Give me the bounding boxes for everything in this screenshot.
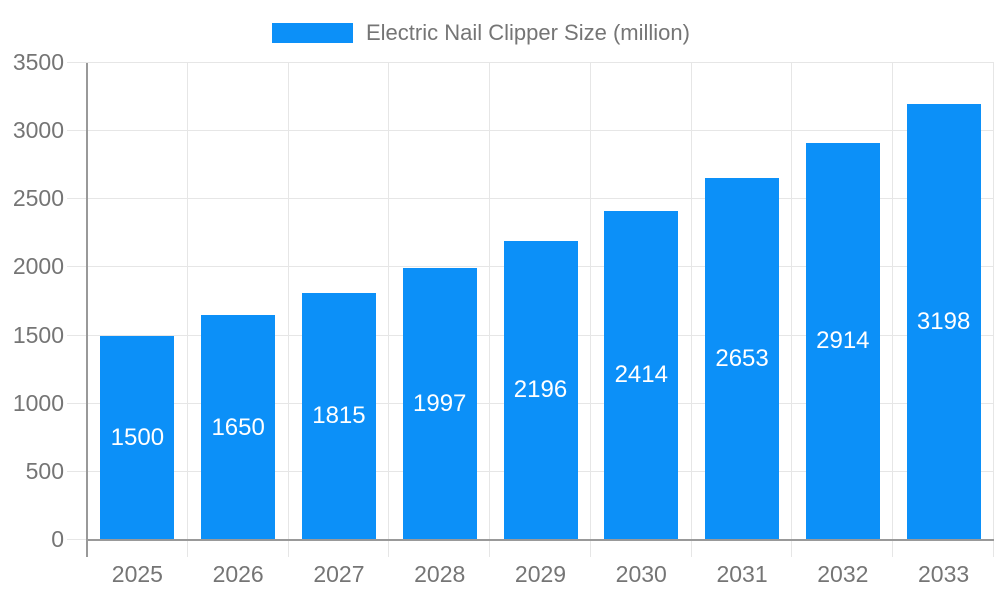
gridline-v	[388, 63, 390, 540]
y-tick	[67, 402, 87, 404]
y-tick-label: 2500	[12, 185, 64, 212]
legend[interactable]: Electric Nail Clipper Size (million)	[272, 20, 690, 46]
y-tick	[67, 266, 87, 268]
bar-value-label: 2414	[614, 361, 668, 389]
gridline-v	[287, 63, 289, 540]
gridline-v	[892, 63, 894, 540]
x-tick-label: 2028	[414, 561, 466, 587]
gridline-h	[87, 62, 994, 63]
bar-2028[interactable]: 1997	[402, 267, 477, 540]
x-tick	[892, 540, 894, 557]
x-tick-label: 2033	[918, 561, 970, 587]
y-tick-label: 500	[25, 457, 64, 484]
y-tick-label: 1000	[12, 389, 64, 416]
x-tick-label: 2031	[716, 561, 768, 587]
y-tick	[67, 130, 87, 132]
bar-2029[interactable]: 2196	[503, 240, 578, 540]
bar-2030[interactable]: 2414	[604, 211, 679, 540]
x-tick-label: 2025	[111, 561, 163, 587]
gridline-h	[87, 130, 994, 132]
x-tick-label: 2032	[817, 561, 869, 587]
y-tick-label: 0	[51, 526, 64, 552]
x-tick-label: 2030	[615, 561, 667, 587]
gridline-h	[87, 198, 994, 200]
x-tick	[287, 540, 289, 557]
x-tick-label: 2027	[313, 561, 365, 587]
legend-swatch-icon	[272, 23, 353, 43]
bar-2025[interactable]: 1500	[100, 335, 175, 540]
bar-value-label: 3198	[916, 308, 971, 336]
bar-2032[interactable]: 2914	[805, 142, 880, 540]
x-tick	[993, 540, 994, 557]
gridline-v	[186, 63, 188, 540]
bar-2026[interactable]: 1650	[201, 315, 276, 540]
bar-value-label: 2196	[513, 376, 568, 404]
bar-value-label: 1815	[312, 402, 366, 430]
bar-2027[interactable]: 1815	[301, 292, 376, 540]
bar-value-label: 2914	[816, 327, 870, 355]
x-tick	[690, 540, 692, 557]
x-tick-label: 2029	[514, 561, 567, 587]
x-tick	[589, 540, 591, 557]
bar-value-label: 2653	[715, 345, 769, 373]
y-tick	[67, 62, 87, 63]
y-tick	[67, 539, 87, 540]
y-axis-line	[86, 63, 88, 557]
gridline-v	[589, 63, 591, 540]
gridline-v	[993, 63, 994, 540]
bar-value-label: 1650	[211, 413, 265, 441]
gridline-v	[489, 63, 491, 540]
y-tick	[67, 198, 87, 200]
gridline-v	[690, 63, 692, 540]
y-tick-label: 2000	[12, 253, 64, 280]
x-axis-line	[87, 539, 994, 541]
y-tick-label: 3500	[12, 49, 64, 75]
x-tick	[791, 540, 793, 557]
bar-2031[interactable]: 2653	[705, 178, 780, 540]
bar-2033[interactable]: 3198	[906, 104, 981, 540]
bar-value-label: 1500	[110, 423, 165, 451]
y-tick-label: 3000	[12, 117, 64, 144]
x-tick-label: 2026	[212, 561, 264, 587]
x-tick	[388, 540, 390, 557]
x-tick	[186, 540, 188, 557]
y-tick	[67, 470, 87, 472]
y-tick-label: 1500	[12, 321, 64, 348]
gridline-v	[791, 63, 793, 540]
y-tick	[67, 334, 87, 336]
legend-label: Electric Nail Clipper Size (million)	[366, 20, 690, 45]
x-tick	[489, 540, 491, 557]
bar-value-label: 1997	[413, 389, 467, 417]
